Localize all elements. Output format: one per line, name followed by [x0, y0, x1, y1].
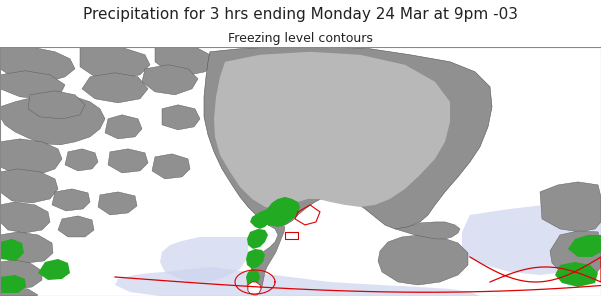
Polygon shape: [0, 239, 24, 261]
Polygon shape: [0, 47, 75, 82]
Polygon shape: [0, 232, 53, 263]
Polygon shape: [152, 154, 190, 179]
Polygon shape: [462, 205, 601, 275]
Polygon shape: [263, 197, 300, 227]
Polygon shape: [28, 91, 85, 119]
Polygon shape: [58, 216, 94, 237]
Polygon shape: [0, 71, 65, 99]
Polygon shape: [246, 269, 260, 287]
Polygon shape: [142, 65, 198, 95]
Polygon shape: [38, 259, 70, 280]
Polygon shape: [65, 149, 98, 171]
Polygon shape: [204, 47, 492, 229]
Polygon shape: [52, 189, 90, 211]
Polygon shape: [0, 260, 42, 289]
Polygon shape: [105, 115, 142, 139]
Polygon shape: [246, 249, 265, 269]
Polygon shape: [555, 262, 598, 287]
Polygon shape: [540, 182, 601, 232]
Polygon shape: [162, 105, 200, 130]
Polygon shape: [0, 202, 50, 233]
Polygon shape: [0, 95, 105, 145]
Polygon shape: [155, 47, 212, 75]
Polygon shape: [82, 73, 148, 103]
Polygon shape: [550, 231, 601, 277]
Polygon shape: [80, 47, 150, 79]
Text: Freezing level contours: Freezing level contours: [228, 32, 373, 45]
Polygon shape: [250, 199, 278, 229]
Polygon shape: [160, 237, 248, 282]
Polygon shape: [247, 229, 268, 249]
Polygon shape: [98, 192, 137, 215]
Polygon shape: [0, 275, 26, 293]
Polygon shape: [214, 52, 450, 210]
Polygon shape: [0, 287, 38, 296]
Polygon shape: [568, 235, 601, 257]
Polygon shape: [248, 282, 261, 295]
Polygon shape: [108, 149, 148, 173]
Polygon shape: [378, 235, 468, 285]
Polygon shape: [0, 139, 62, 175]
Text: Precipitation for 3 hrs ending Monday 24 Mar at 9pm -03: Precipitation for 3 hrs ending Monday 24…: [83, 7, 518, 22]
Polygon shape: [395, 222, 460, 239]
Polygon shape: [115, 267, 480, 296]
Polygon shape: [0, 169, 58, 203]
Polygon shape: [247, 225, 285, 295]
